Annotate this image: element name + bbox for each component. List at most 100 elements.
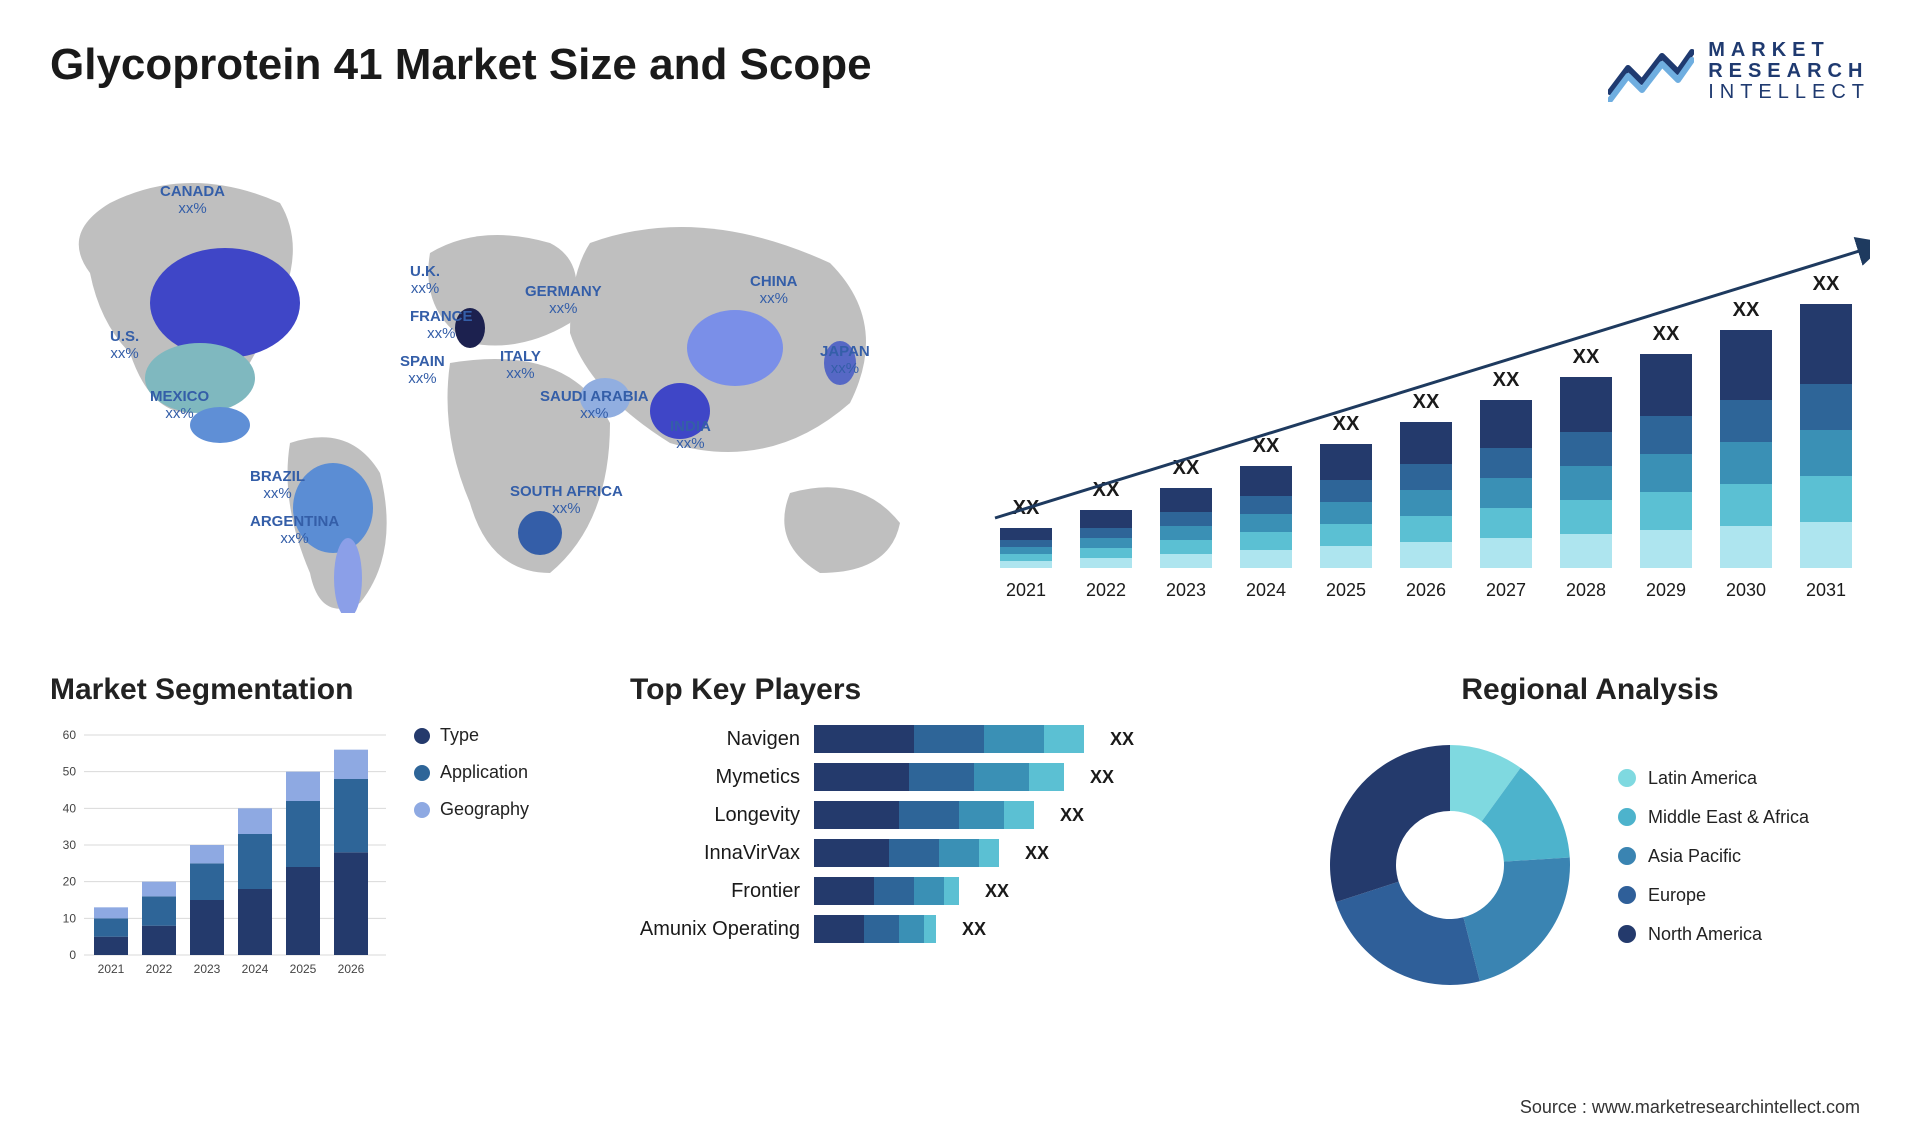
player-row: FrontierXX: [630, 877, 1270, 905]
svg-text:50: 50: [63, 765, 77, 779]
map-country-value: xx%: [408, 370, 436, 387]
svg-text:XX: XX: [1413, 391, 1440, 413]
legend-dot-icon: [414, 728, 430, 744]
bottom-row: Market Segmentation 01020304050602021202…: [50, 673, 1870, 1005]
player-value: XX: [1110, 729, 1134, 750]
map-label-italy: ITALYxx%: [500, 348, 541, 383]
svg-text:30: 30: [63, 838, 77, 852]
map-country-name: JAPAN: [820, 343, 870, 360]
map-label-saudi-arabia: SAUDI ARABIAxx%: [540, 388, 649, 423]
map-label-japan: JAPANxx%: [820, 343, 870, 378]
segmentation-legend: Type Application Geography: [414, 725, 529, 985]
svg-text:XX: XX: [1813, 273, 1840, 295]
legend-dot-icon: [1618, 808, 1636, 826]
map-country-value: xx%: [263, 485, 291, 502]
map-label-india: INDIAxx%: [670, 418, 711, 453]
player-bar: [814, 839, 999, 867]
logo-mark-icon: [1608, 42, 1694, 102]
player-bar: [814, 801, 1034, 829]
svg-text:2025: 2025: [1326, 580, 1366, 600]
legend-dot-icon: [414, 765, 430, 781]
svg-text:2021: 2021: [98, 962, 125, 976]
player-row: InnaVirVax XX: [630, 839, 1270, 867]
svg-text:2022: 2022: [146, 962, 173, 976]
player-row: NavigenXX: [630, 725, 1270, 753]
map-country-name: GERMANY: [525, 283, 602, 300]
player-name: Amunix Operating: [630, 918, 800, 941]
map-country-name: FRANCE: [410, 308, 473, 325]
map-label-u-s-: U.S.xx%: [110, 328, 139, 363]
legend-label: Geography: [440, 799, 529, 820]
map-country-value: xx%: [552, 500, 580, 517]
map-country-value: xx%: [280, 530, 308, 547]
svg-text:2022: 2022: [1086, 580, 1126, 600]
svg-text:2031: 2031: [1806, 580, 1846, 600]
map-label-u-k-: U.K.xx%: [410, 263, 440, 298]
map-country-value: xx%: [165, 405, 193, 422]
map-country-value: xx%: [831, 360, 859, 377]
world-map: CANADAxx%U.S.xx%MEXICOxx%BRAZILxx%ARGENT…: [50, 133, 930, 633]
map-country-value: xx%: [427, 325, 455, 342]
regional-legend-item: Europe: [1618, 885, 1809, 906]
seg-legend-item: Geography: [414, 799, 529, 820]
player-row: MymeticsXX: [630, 763, 1270, 791]
logo-text: MARKET RESEARCH INTELLECT: [1708, 40, 1870, 103]
player-bar: [814, 763, 1064, 791]
segmentation-chart-svg: 0102030405060202120222023202420252026: [50, 725, 390, 985]
legend-label: Europe: [1648, 885, 1706, 906]
regional-panel: Regional Analysis Latin AmericaMiddle Ea…: [1310, 673, 1870, 1005]
svg-text:XX: XX: [1493, 369, 1520, 391]
svg-text:2021: 2021: [1006, 580, 1046, 600]
header: Glycoprotein 41 Market Size and Scope MA…: [50, 40, 1870, 103]
map-country-value: xx%: [760, 290, 788, 307]
svg-text:2024: 2024: [242, 962, 269, 976]
players-panel: Top Key Players NavigenXXMymeticsXXLonge…: [630, 673, 1270, 1005]
svg-text:20: 20: [63, 875, 77, 889]
world-map-svg: [50, 153, 930, 613]
legend-label: Type: [440, 725, 479, 746]
map-country-name: MEXICO: [150, 388, 209, 405]
map-country-name: U.S.: [110, 328, 139, 345]
player-value: XX: [1060, 805, 1084, 826]
player-name: Longevity: [630, 804, 800, 827]
map-label-brazil: BRAZILxx%: [250, 468, 305, 503]
map-label-germany: GERMANYxx%: [525, 283, 602, 318]
map-label-france: FRANCExx%: [410, 308, 473, 343]
map-label-mexico: MEXICOxx%: [150, 388, 209, 423]
seg-legend-item: Type: [414, 725, 529, 746]
seg-legend-item: Application: [414, 762, 529, 783]
player-value: XX: [985, 881, 1009, 902]
svg-text:2023: 2023: [1166, 580, 1206, 600]
map-country-value: xx%: [580, 405, 608, 422]
svg-text:XX: XX: [1733, 299, 1760, 321]
source-label: Source : www.marketresearchintellect.com: [1520, 1097, 1860, 1118]
segmentation-panel: Market Segmentation 01020304050602021202…: [50, 673, 590, 1005]
map-country-value: xx%: [411, 280, 439, 297]
legend-label: Application: [440, 762, 528, 783]
map-country-name: SAUDI ARABIA: [540, 388, 649, 405]
segmentation-title: Market Segmentation: [50, 673, 590, 707]
map-country-name: ITALY: [500, 348, 541, 365]
regional-legend-item: North America: [1618, 924, 1809, 945]
map-country-name: ARGENTINA: [250, 513, 339, 530]
growth-chart-svg: XX2021XX2022XX2023XX2024XX2025XX2026XX20…: [970, 133, 1870, 633]
regional-legend: Latin AmericaMiddle East & AfricaAsia Pa…: [1618, 768, 1809, 963]
map-country-value: xx%: [549, 300, 577, 317]
players-list: NavigenXXMymeticsXXLongevityXXInnaVirVax…: [630, 725, 1270, 943]
regional-legend-item: Middle East & Africa: [1618, 807, 1809, 828]
svg-text:10: 10: [63, 911, 77, 925]
map-country-name: INDIA: [670, 418, 711, 435]
legend-label: Latin America: [1648, 768, 1757, 789]
player-row: Amunix OperatingXX: [630, 915, 1270, 943]
map-label-china: CHINAxx%: [750, 273, 798, 308]
player-name: InnaVirVax: [630, 842, 800, 865]
svg-text:2026: 2026: [338, 962, 365, 976]
brand-logo: MARKET RESEARCH INTELLECT: [1608, 40, 1870, 103]
regional-donut-svg: [1310, 725, 1590, 1005]
legend-label: North America: [1648, 924, 1762, 945]
map-country-value: xx%: [506, 365, 534, 382]
svg-text:2025: 2025: [290, 962, 317, 976]
player-bar: [814, 915, 936, 943]
player-value: XX: [1025, 843, 1049, 864]
map-country-name: CHINA: [750, 273, 798, 290]
